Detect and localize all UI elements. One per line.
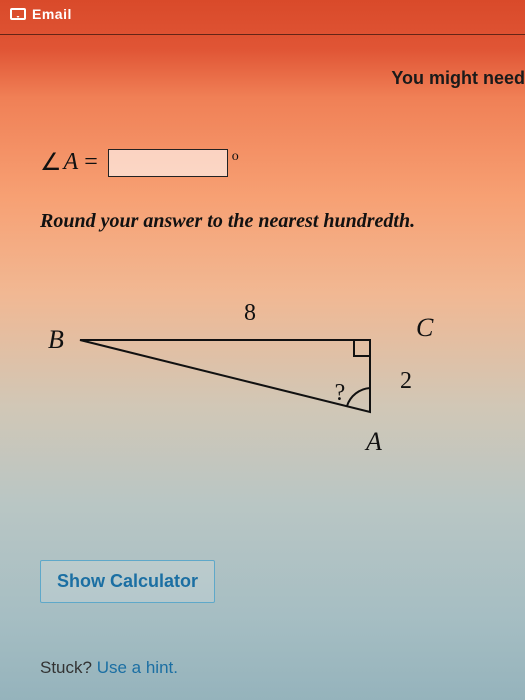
right-angle-marker <box>354 340 370 356</box>
use-hint-link[interactable]: Use a hint. <box>97 658 178 677</box>
you-might-need-label: You might need <box>391 68 525 89</box>
vertex-b-label: B <box>48 325 64 354</box>
triangle-figure: 8 2 ? B C A <box>40 290 460 490</box>
triangle-shape <box>80 340 370 412</box>
divider <box>0 34 525 35</box>
stuck-prompt: Stuck? Use a hint. <box>40 658 178 678</box>
angle-arc <box>347 388 370 406</box>
show-calculator-button[interactable]: Show Calculator <box>40 560 215 603</box>
angle-symbol: ∠ <box>40 148 62 177</box>
stuck-prefix: Stuck? <box>40 658 97 677</box>
answer-row: ∠ A = o <box>40 148 239 177</box>
side-bc-label: 8 <box>244 300 256 326</box>
equals-sign: = <box>84 149 98 176</box>
angle-variable: A <box>64 149 79 176</box>
angle-question-mark: ? <box>335 380 346 406</box>
vertex-a-label: A <box>364 427 382 456</box>
mail-icon <box>10 8 26 20</box>
triangle-svg: 8 2 ? B C A <box>40 290 460 490</box>
topbar-label: Email <box>32 6 72 22</box>
rounding-instruction: Round your answer to the nearest hundred… <box>40 210 505 233</box>
degree-symbol: o <box>232 149 239 165</box>
top-bar: Email <box>0 0 525 28</box>
side-ca-label: 2 <box>400 368 412 394</box>
angle-answer-input[interactable] <box>108 149 228 177</box>
vertex-c-label: C <box>416 313 434 342</box>
